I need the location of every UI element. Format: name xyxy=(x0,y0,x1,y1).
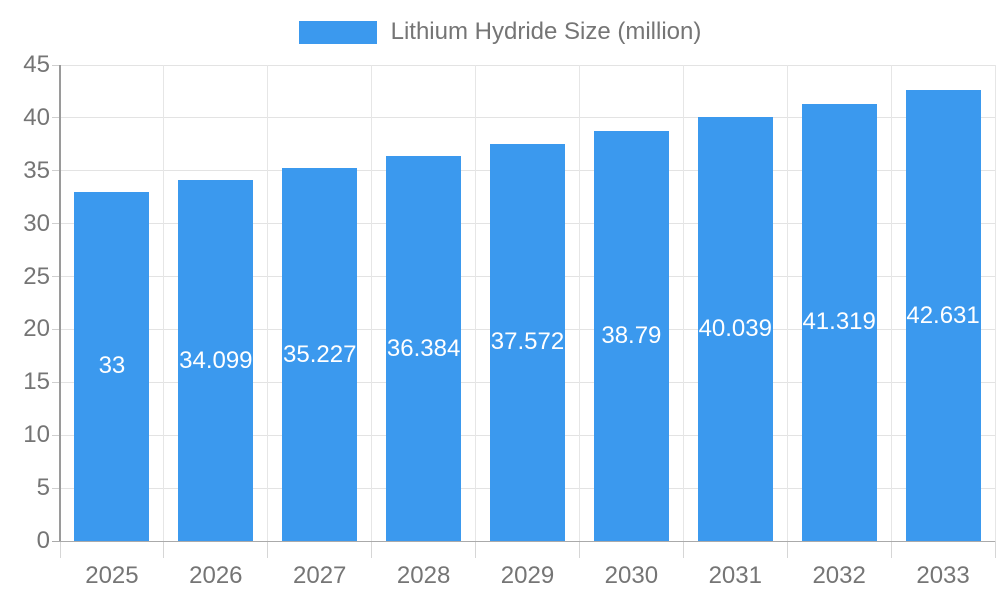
category-gridline xyxy=(267,65,269,541)
bar[interactable] xyxy=(282,168,358,541)
x-axis-tick xyxy=(163,541,165,558)
y-axis-tick xyxy=(52,170,60,172)
bar[interactable] xyxy=(593,130,669,541)
bar[interactable] xyxy=(386,156,462,541)
category-gridline xyxy=(475,65,477,541)
y-axis-label: 40 xyxy=(23,103,50,131)
bar[interactable] xyxy=(905,90,981,541)
x-axis-label: 2026 xyxy=(189,562,243,589)
x-axis-label: 2028 xyxy=(396,562,451,589)
y-axis-tick xyxy=(52,223,60,225)
legend-swatch-icon xyxy=(298,20,377,44)
y-gridline xyxy=(60,64,995,66)
bar[interactable] xyxy=(74,191,150,541)
x-axis-tick xyxy=(890,541,892,558)
y-axis-tick xyxy=(52,276,60,278)
x-axis-label: 2029 xyxy=(500,562,555,589)
x-axis-label: 2025 xyxy=(85,562,139,589)
y-axis-tick xyxy=(52,487,60,489)
y-gridline xyxy=(60,117,995,119)
bar[interactable] xyxy=(490,143,565,541)
x-axis-tick xyxy=(59,541,61,558)
category-gridline xyxy=(163,65,165,541)
x-axis-tick xyxy=(267,541,269,558)
x-axis-tick xyxy=(578,541,580,558)
y-axis-label: 35 xyxy=(23,156,50,184)
x-axis-label: 2030 xyxy=(604,562,659,589)
y-axis-tick xyxy=(52,64,60,66)
category-gridline xyxy=(682,65,684,541)
x-axis-tick xyxy=(682,541,684,558)
category-gridline xyxy=(371,65,373,541)
category-gridline xyxy=(786,65,788,541)
category-gridline xyxy=(994,65,996,541)
category-gridline xyxy=(578,65,580,541)
x-axis-tick xyxy=(371,541,373,558)
category-gridline xyxy=(890,65,892,541)
bar-value-label: 35.227 xyxy=(283,340,357,368)
y-axis-label: 30 xyxy=(23,209,50,237)
y-axis-tick xyxy=(52,328,60,330)
y-axis-tick xyxy=(52,381,60,383)
bar-value-label: 40.039 xyxy=(698,315,772,343)
y-axis-label: 15 xyxy=(23,368,50,396)
x-axis-label: 2032 xyxy=(812,562,866,589)
bar-value-label: 42.631 xyxy=(906,301,980,329)
bar-value-label: 41.319 xyxy=(802,308,876,336)
y-axis-label: 20 xyxy=(23,315,50,343)
y-axis-line xyxy=(59,65,61,541)
bar[interactable] xyxy=(178,180,254,541)
bar-value-label: 37.572 xyxy=(490,328,565,356)
x-axis-line xyxy=(52,541,995,542)
bar-value-label: 36.384 xyxy=(386,334,461,362)
bar[interactable] xyxy=(801,103,877,541)
y-axis-label: 25 xyxy=(23,262,50,290)
bar-value-label: 34.099 xyxy=(179,346,253,374)
x-axis-label: 2033 xyxy=(916,562,970,589)
x-axis-label: 2027 xyxy=(293,562,347,589)
bar-value-label: 33 xyxy=(98,352,126,380)
x-axis-tick xyxy=(786,541,788,558)
x-axis-tick xyxy=(475,541,477,558)
y-axis-label: 5 xyxy=(36,474,50,502)
y-axis-tick xyxy=(52,117,60,119)
x-axis-label: 2031 xyxy=(708,562,762,589)
chart-legend[interactable]: Lithium Hydride Size (million) xyxy=(0,18,1000,46)
y-axis-tick xyxy=(52,434,60,436)
x-axis-tick xyxy=(994,541,996,558)
legend-label: Lithium Hydride Size (million) xyxy=(390,18,702,45)
y-axis-label: 0 xyxy=(36,527,50,554)
y-axis-label: 45 xyxy=(23,51,50,78)
y-axis-label: 10 xyxy=(23,421,50,449)
bar[interactable] xyxy=(697,117,773,541)
bar-value-label: 38.79 xyxy=(601,321,662,349)
